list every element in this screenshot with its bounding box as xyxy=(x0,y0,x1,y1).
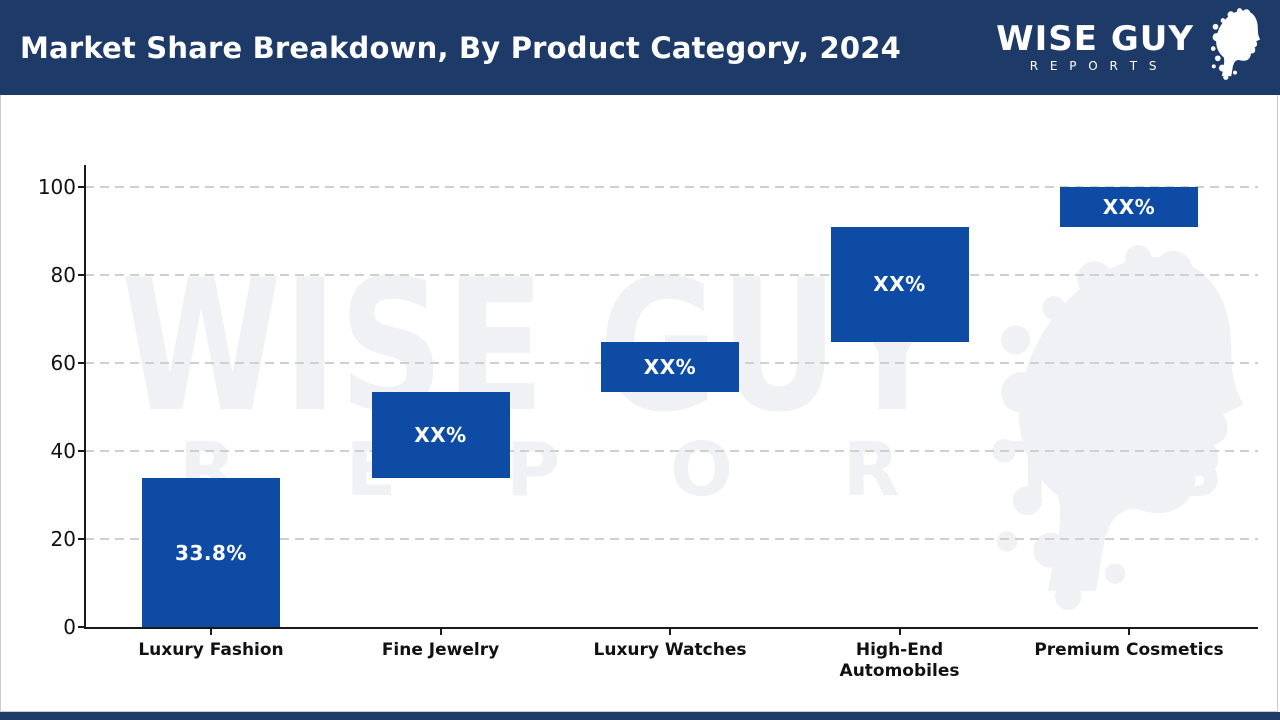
wiseguy-logo: WISE GUY R E P O R T S xyxy=(996,0,1274,95)
wiseguy-logo-subtitle: R E P O R T S xyxy=(1029,59,1161,73)
wiseguy-head-logo-icon xyxy=(1210,7,1261,80)
watermark-wordmark: WISE GUY xyxy=(121,240,947,452)
wiseguy-logo-text: WISE GUY R E P O R T S xyxy=(996,22,1194,73)
chart-canvas: WISE GUY R E P O R T S xyxy=(0,95,1278,712)
wiseguy-head-watermark-icon xyxy=(992,245,1244,611)
wiseguy-logo-wordmark: WISE GUY xyxy=(996,19,1194,59)
header: Market Share Breakdown, By Product Categ… xyxy=(0,0,1280,95)
footer-bar xyxy=(0,712,1280,720)
page-title: Market Share Breakdown, By Product Categ… xyxy=(20,30,901,65)
